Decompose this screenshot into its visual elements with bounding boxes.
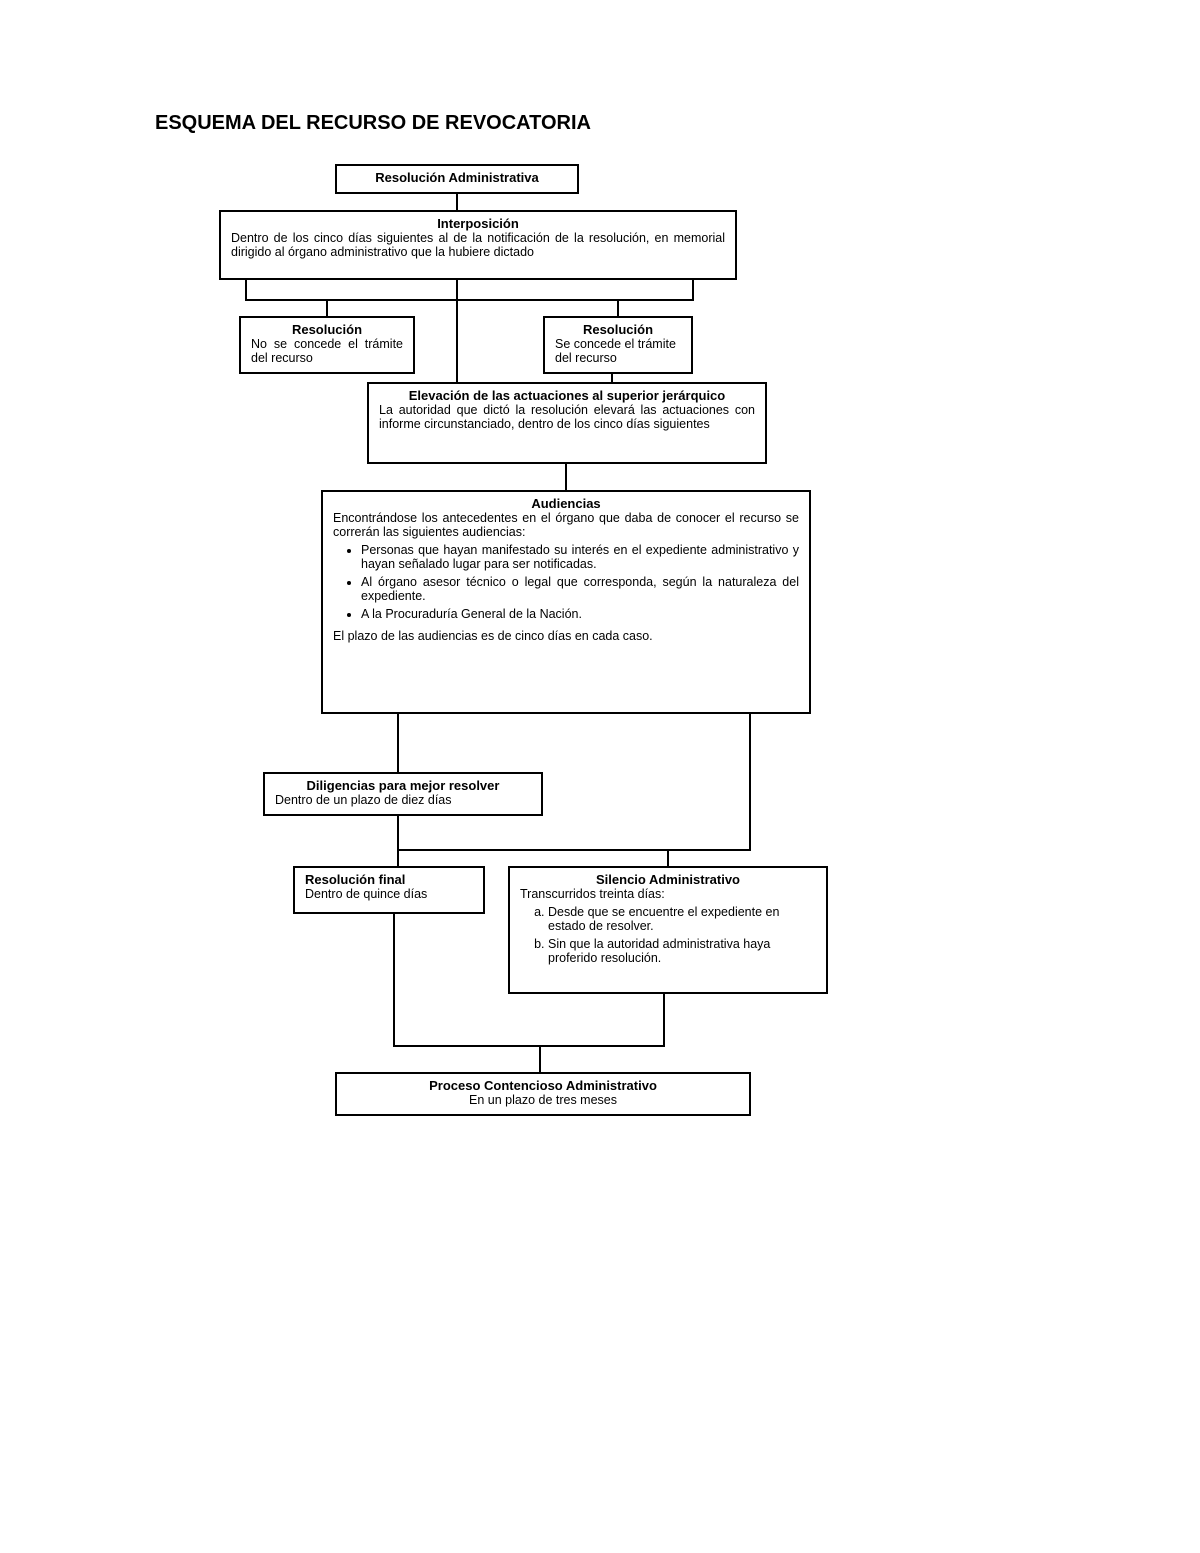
- node-title: Audiencias: [333, 496, 799, 511]
- node-body: No se concede el trámite del recurso: [251, 337, 403, 365]
- node-audiencias: Audiencias Encontrándose los antecedente…: [321, 490, 811, 714]
- node-bullets: Personas que hayan manifestado su interé…: [361, 543, 799, 621]
- page-title: ESQUEMA DEL RECURSO DE REVOCATORIA: [155, 112, 591, 135]
- node-resolucion-no-concede: Resolución No se concede el trámite del …: [239, 316, 415, 374]
- list-item: Sin que la autoridad administrativa haya…: [548, 937, 816, 965]
- node-body: La autoridad que dictó la resolución ele…: [379, 403, 755, 431]
- node-closing: El plazo de las audiencias es de cinco d…: [333, 629, 799, 643]
- node-title: Interposición: [231, 216, 725, 231]
- node-title: Proceso Contencioso Administrativo: [347, 1078, 739, 1093]
- list-item: Desde que se encuentre el expediente en …: [548, 905, 816, 933]
- node-resolucion-administrativa: Resolución Administrativa: [335, 164, 579, 194]
- node-body: Se concede el trámite del recurso: [555, 337, 681, 365]
- node-body: Dentro de los cinco días siguientes al d…: [231, 231, 725, 259]
- node-silencio-administrativo: Silencio Administrativo Transcurridos tr…: [508, 866, 828, 994]
- list-item: Personas que hayan manifestado su interé…: [361, 543, 799, 571]
- node-title: Diligencias para mejor resolver: [275, 778, 531, 793]
- node-intro: Transcurridos treinta días:: [520, 887, 816, 901]
- node-title: Resolución Administrativa: [347, 170, 567, 185]
- page-title-text: ESQUEMA DEL RECURSO DE REVOCATORIA: [155, 112, 591, 134]
- node-body: Dentro de un plazo de diez días: [275, 793, 531, 807]
- node-elevacion: Elevación de las actuaciones al superior…: [367, 382, 767, 464]
- node-ordered-list: Desde que se encuentre el expediente en …: [548, 905, 816, 965]
- node-title: Resolución final: [305, 872, 473, 887]
- node-body: En un plazo de tres meses: [347, 1093, 739, 1107]
- node-title: Resolución: [555, 322, 681, 337]
- node-resolucion-final: Resolución final Dentro de quince días: [293, 866, 485, 914]
- node-resolucion-se-concede: Resolución Se concede el trámite del rec…: [543, 316, 693, 374]
- list-item: A la Procuraduría General de la Nación.: [361, 607, 799, 621]
- node-title: Resolución: [251, 322, 403, 337]
- node-title: Elevación de las actuaciones al superior…: [379, 388, 755, 403]
- node-title: Silencio Administrativo: [520, 872, 816, 887]
- node-intro: Encontrándose los antecedentes en el órg…: [333, 511, 799, 539]
- list-item: Al órgano asesor técnico o legal que cor…: [361, 575, 799, 603]
- node-body: Dentro de quince días: [305, 887, 473, 901]
- node-contencioso: Proceso Contencioso Administrativo En un…: [335, 1072, 751, 1116]
- node-interposicion: Interposición Dentro de los cinco días s…: [219, 210, 737, 280]
- diagram-stage: ESQUEMA DEL RECURSO DE REVOCATORIA Resol…: [0, 0, 1200, 1553]
- node-diligencias: Diligencias para mejor resolver Dentro d…: [263, 772, 543, 816]
